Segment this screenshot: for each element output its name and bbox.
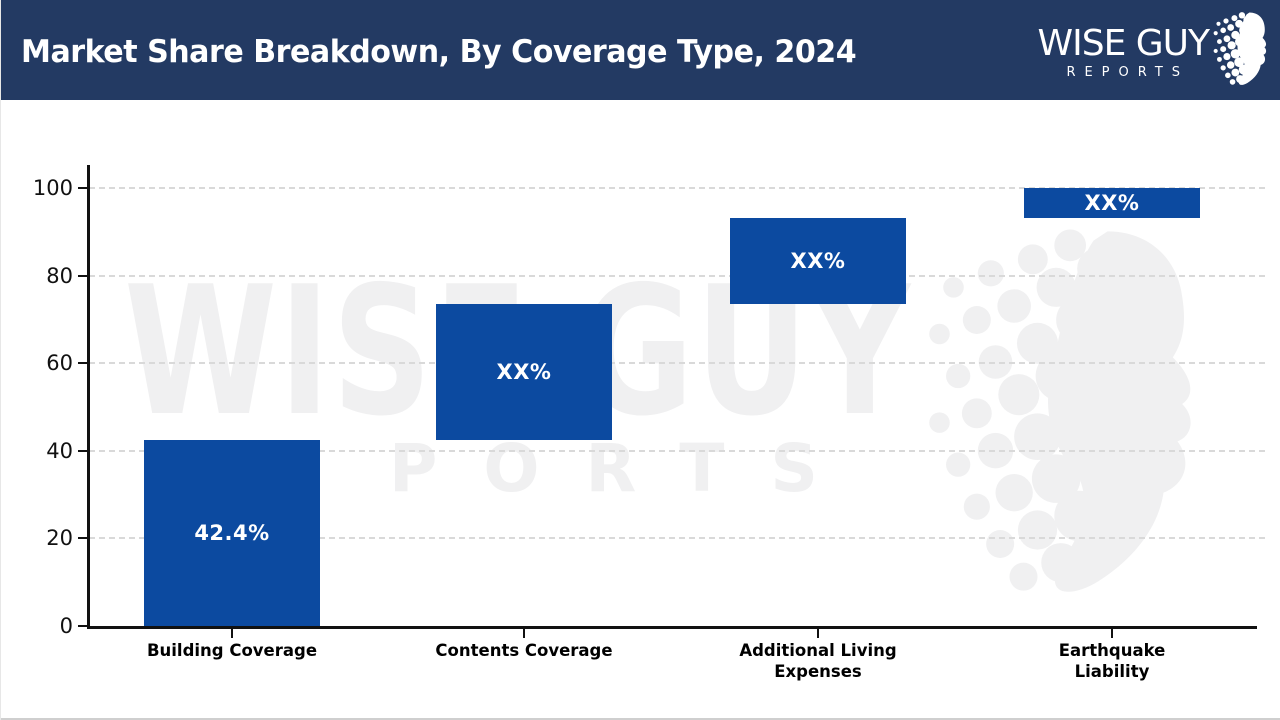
x-axis-label-line: Liability (1074, 662, 1150, 681)
x-axis-label-line: Earthquake (1058, 641, 1166, 660)
header-bar: Market Share Breakdown, By Coverage Type… (1, 0, 1280, 100)
x-axis-tick (1111, 629, 1113, 638)
x-axis-label-line: Expenses (774, 662, 862, 681)
y-axis-tick-label: 80 (46, 263, 73, 288)
y-axis-tick-label: 60 (46, 351, 73, 376)
y-axis-tick (78, 449, 87, 452)
bar-value-label: XX% (1084, 190, 1140, 215)
gridline (89, 537, 1265, 540)
y-axis-tick (78, 537, 87, 540)
gridline (89, 362, 1265, 365)
watermark-face-icon (929, 229, 1191, 592)
y-axis-tick-label: 0 (59, 614, 73, 638)
watermark-subtext: PORTS (389, 430, 864, 507)
x-axis-tick (231, 629, 233, 638)
bar-earthquake-liability: XX% (1024, 188, 1200, 218)
y-axis-tick (78, 274, 87, 277)
logo-subtext: REPORTS (1066, 65, 1190, 80)
bar-value-label: 42.4% (194, 521, 270, 546)
y-axis-tick (78, 187, 87, 189)
y-axis-tick-label: 40 (46, 438, 73, 463)
bar-value-label: XX% (496, 360, 552, 385)
y-axis-line (87, 165, 90, 629)
gridline (89, 187, 1265, 189)
y-axis-tick-label: 100 (32, 176, 73, 200)
logo-text: WISE GUY REPORTS (1037, 6, 1210, 81)
x-axis-tick (523, 629, 525, 638)
gridline (89, 449, 1265, 452)
x-axis-category-label: Building Coverage (102, 640, 362, 661)
bar-additional-living-expenses: XX% (730, 217, 906, 305)
y-axis-tick (78, 362, 87, 365)
bottom-border (1, 718, 1280, 720)
gridline (89, 274, 1265, 277)
x-axis-label-line: Building Coverage (146, 641, 318, 660)
x-axis-category-label: Additional Living Expenses (688, 640, 948, 682)
wise-guy-logo: WISE GUY REPORTS (1038, 6, 1272, 90)
bar-building-coverage: 42.4% (144, 440, 320, 626)
x-axis-line (87, 626, 1257, 629)
logo-wordmark: WISE GUY (1037, 23, 1210, 64)
x-axis-label-line: Additional Living (739, 641, 897, 660)
bar-value-label: XX% (790, 248, 846, 273)
x-axis-category-label: Contents Coverage (394, 640, 654, 661)
logo-face-icon (1213, 12, 1267, 85)
chart-title: Market Share Breakdown, By Coverage Type… (21, 34, 857, 70)
x-axis-category-label: Earthquake Liability (982, 640, 1242, 682)
x-axis-tick (817, 629, 819, 638)
bar-contents-coverage: XX% (436, 304, 612, 441)
y-axis-tick (78, 625, 87, 627)
x-axis-label-line: Contents Coverage (435, 641, 613, 660)
y-axis-tick-label: 20 (46, 526, 73, 551)
